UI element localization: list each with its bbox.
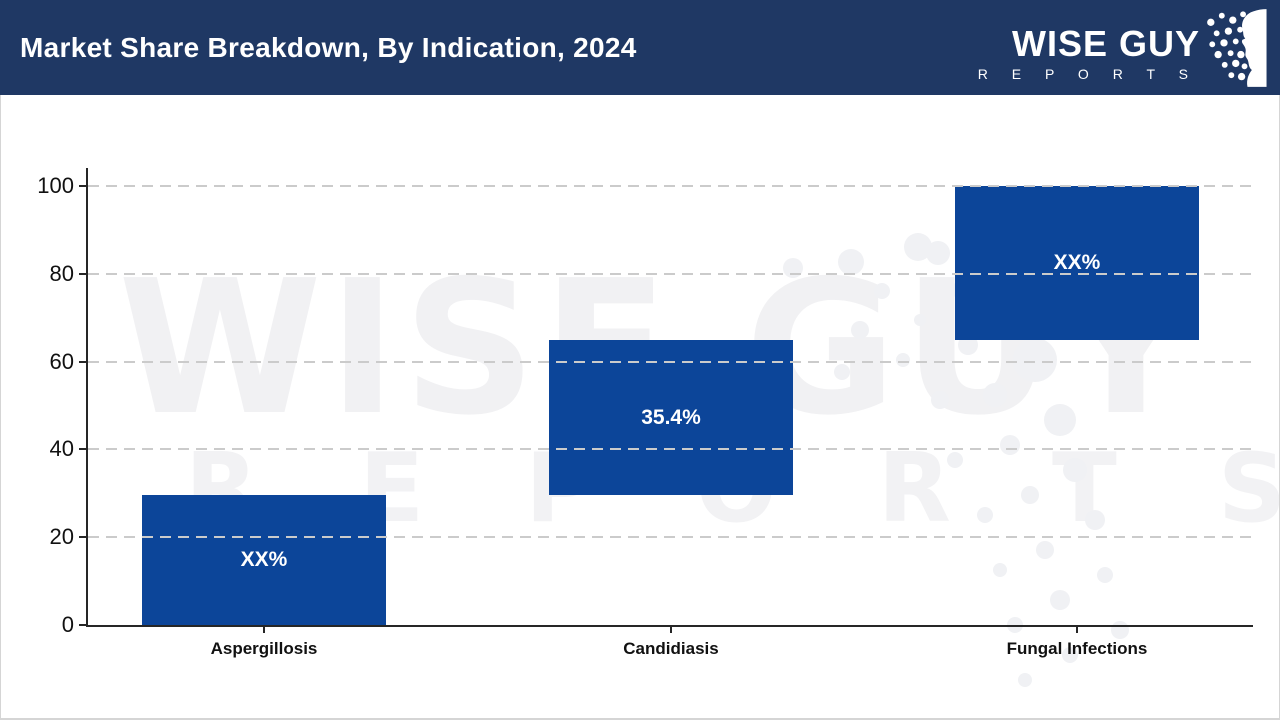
y-tick-label-100: 100 <box>37 173 74 198</box>
x-category-label-1: Candidiasis <box>623 639 719 658</box>
bottom-edge-border <box>0 718 1280 720</box>
header-band: Market Share Breakdown, By Indication, 2… <box>0 0 1280 95</box>
x-tick <box>1076 626 1078 633</box>
bar-fungal-infections <box>955 186 1199 341</box>
y-tick-label-20: 20 <box>49 524 74 550</box>
gridline-y60 <box>88 360 1253 363</box>
logo-subtitle: R E P O R T S <box>977 66 1198 82</box>
gridline-y20 <box>88 536 1253 539</box>
wise-guy-logo: WISE GUY R E P O R T S <box>978 0 1270 95</box>
logo-face-icon <box>1207 9 1267 87</box>
gridline-y100 <box>88 185 1253 187</box>
y-tick-label-80: 80 <box>49 260 74 286</box>
y-tick-label-60: 60 <box>49 348 74 374</box>
y-tick-label-0: 0 <box>61 612 74 637</box>
y-axis-line <box>86 168 88 627</box>
gridline-y80 <box>88 272 1253 275</box>
y-tick <box>79 272 86 275</box>
y-tick <box>79 185 86 187</box>
y-tick <box>79 448 86 451</box>
y-tick <box>79 536 86 539</box>
bar-value-label: 35.4% <box>641 405 701 429</box>
bar-aspergillosis <box>142 495 386 625</box>
logo-wordmark: WISE GUY <box>1011 23 1200 64</box>
gridline-y40 <box>88 448 1253 451</box>
y-tick <box>79 360 86 363</box>
x-tick <box>263 626 265 633</box>
bar-candidiasis <box>549 340 793 496</box>
left-edge-border <box>0 95 1 720</box>
x-tick <box>670 626 672 633</box>
x-category-label-2: Fungal Infections <box>1006 639 1148 658</box>
y-tick-label-40: 40 <box>49 436 74 462</box>
x-axis-line <box>86 625 1253 627</box>
x-category-label-0: Aspergillosis <box>210 639 318 658</box>
page-title: Market Share Breakdown, By Indication, 2… <box>20 31 637 63</box>
y-tick <box>79 624 86 626</box>
bar-value-label: XX% <box>240 548 288 572</box>
bar-value-label: XX% <box>1053 251 1101 275</box>
